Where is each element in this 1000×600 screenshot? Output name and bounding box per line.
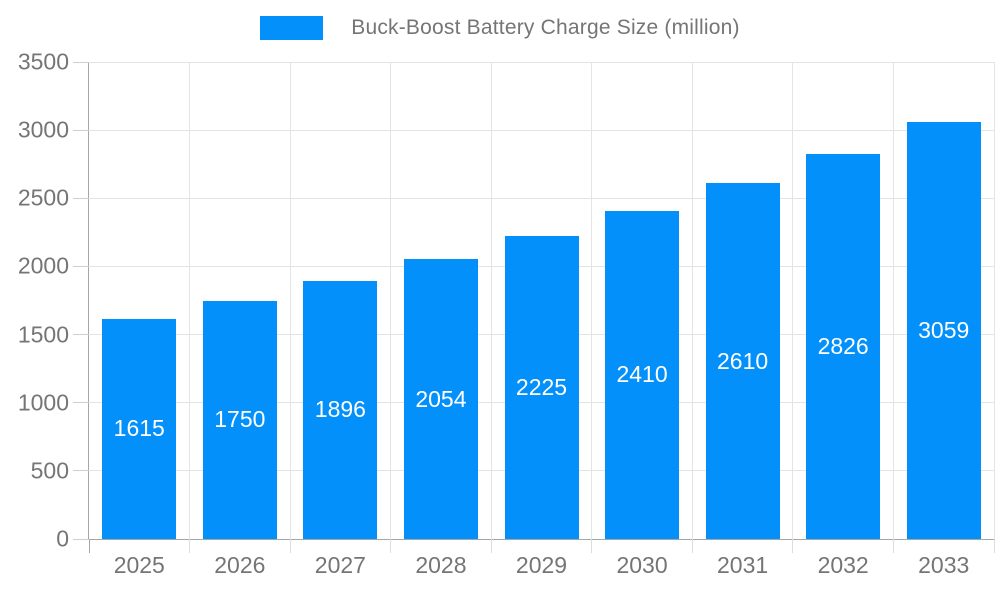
y-axis-label: 3000 xyxy=(17,116,69,143)
y-axis-tick xyxy=(73,61,89,63)
gridline-horizontal xyxy=(89,197,994,199)
x-axis-tick xyxy=(390,539,392,553)
bar[interactable]: 2826 xyxy=(806,153,881,539)
legend-label: Buck-Boost Battery Charge Size (million) xyxy=(351,16,740,39)
x-axis-tick xyxy=(691,539,693,553)
bar-value-label: 3059 xyxy=(918,317,970,344)
y-axis-label: 2500 xyxy=(17,184,69,211)
x-axis-label: 2031 xyxy=(717,552,769,578)
x-axis-tick xyxy=(792,539,794,553)
y-axis-tick xyxy=(73,402,89,404)
bar-value-label: 1896 xyxy=(314,396,366,423)
x-axis-label: 2026 xyxy=(214,552,266,578)
bar-value-label: 2410 xyxy=(616,361,668,388)
gridline-vertical xyxy=(892,62,894,539)
x-axis-label: 2032 xyxy=(817,552,869,578)
y-axis-label: 2000 xyxy=(17,252,69,279)
y-axis-label: 1500 xyxy=(17,321,69,348)
y-axis-label: 1000 xyxy=(17,389,69,416)
legend-item[interactable]: Buck-Boost Battery Charge Size (million) xyxy=(260,16,740,40)
gridline-horizontal xyxy=(89,129,994,131)
x-axis-label: 2025 xyxy=(113,552,165,578)
legend-swatch-icon xyxy=(260,16,324,40)
x-axis-label: 2027 xyxy=(314,552,366,578)
y-axis-label: 3500 xyxy=(17,48,69,75)
x-axis-tick xyxy=(189,539,191,553)
x-axis-label: 2028 xyxy=(415,552,467,578)
chart-legend: Buck-Boost Battery Charge Size (million) xyxy=(0,16,1000,40)
bar-value-label: 1615 xyxy=(113,415,165,442)
bar-value-label: 2225 xyxy=(515,373,568,400)
y-axis-tick xyxy=(73,470,89,472)
gridline-vertical xyxy=(993,62,995,539)
bar-value-label: 2610 xyxy=(717,347,769,374)
x-axis-label: 2030 xyxy=(616,552,668,578)
y-axis-tick xyxy=(73,129,89,131)
x-axis-tick xyxy=(490,539,492,553)
gridline-vertical xyxy=(691,62,693,539)
bar[interactable]: 1896 xyxy=(303,280,378,539)
y-axis-label: 0 xyxy=(56,525,69,552)
x-axis-label: 2033 xyxy=(918,552,970,578)
bar[interactable]: 3059 xyxy=(906,122,981,539)
gridline-horizontal xyxy=(89,61,994,63)
y-axis-extension-tick xyxy=(89,539,90,553)
bar[interactable]: 2054 xyxy=(403,259,478,539)
y-axis-tick xyxy=(73,334,89,336)
bar[interactable]: 1615 xyxy=(102,318,177,539)
x-axis-label: 2029 xyxy=(515,552,568,578)
plot-area: 0 500 1000 1500 2000 2500 3000 3500 1615 2025 1750… xyxy=(18,50,995,578)
x-axis-tick xyxy=(892,539,894,553)
bar[interactable]: 2225 xyxy=(504,235,579,539)
y-axis-label: 500 xyxy=(30,457,69,484)
x-axis-tick xyxy=(591,539,593,553)
gridline-vertical xyxy=(490,62,492,539)
y-axis-tick xyxy=(73,265,89,267)
x-axis-tick xyxy=(993,539,995,553)
gridline-vertical xyxy=(792,62,794,539)
bar[interactable]: 1750 xyxy=(202,300,277,539)
gridline-vertical xyxy=(591,62,593,539)
gridline-vertical xyxy=(289,62,291,539)
bar-value-label: 2054 xyxy=(415,385,467,412)
x-axis-tick xyxy=(289,539,291,553)
bar[interactable]: 2610 xyxy=(705,183,780,539)
y-axis-tick xyxy=(73,538,89,540)
gridline-vertical xyxy=(390,62,392,539)
y-axis-tick xyxy=(73,197,89,199)
bar-value-label: 2826 xyxy=(817,332,869,359)
bar-value-label: 1750 xyxy=(214,406,266,433)
bar[interactable]: 2410 xyxy=(605,210,680,539)
gridline-vertical xyxy=(189,62,191,539)
